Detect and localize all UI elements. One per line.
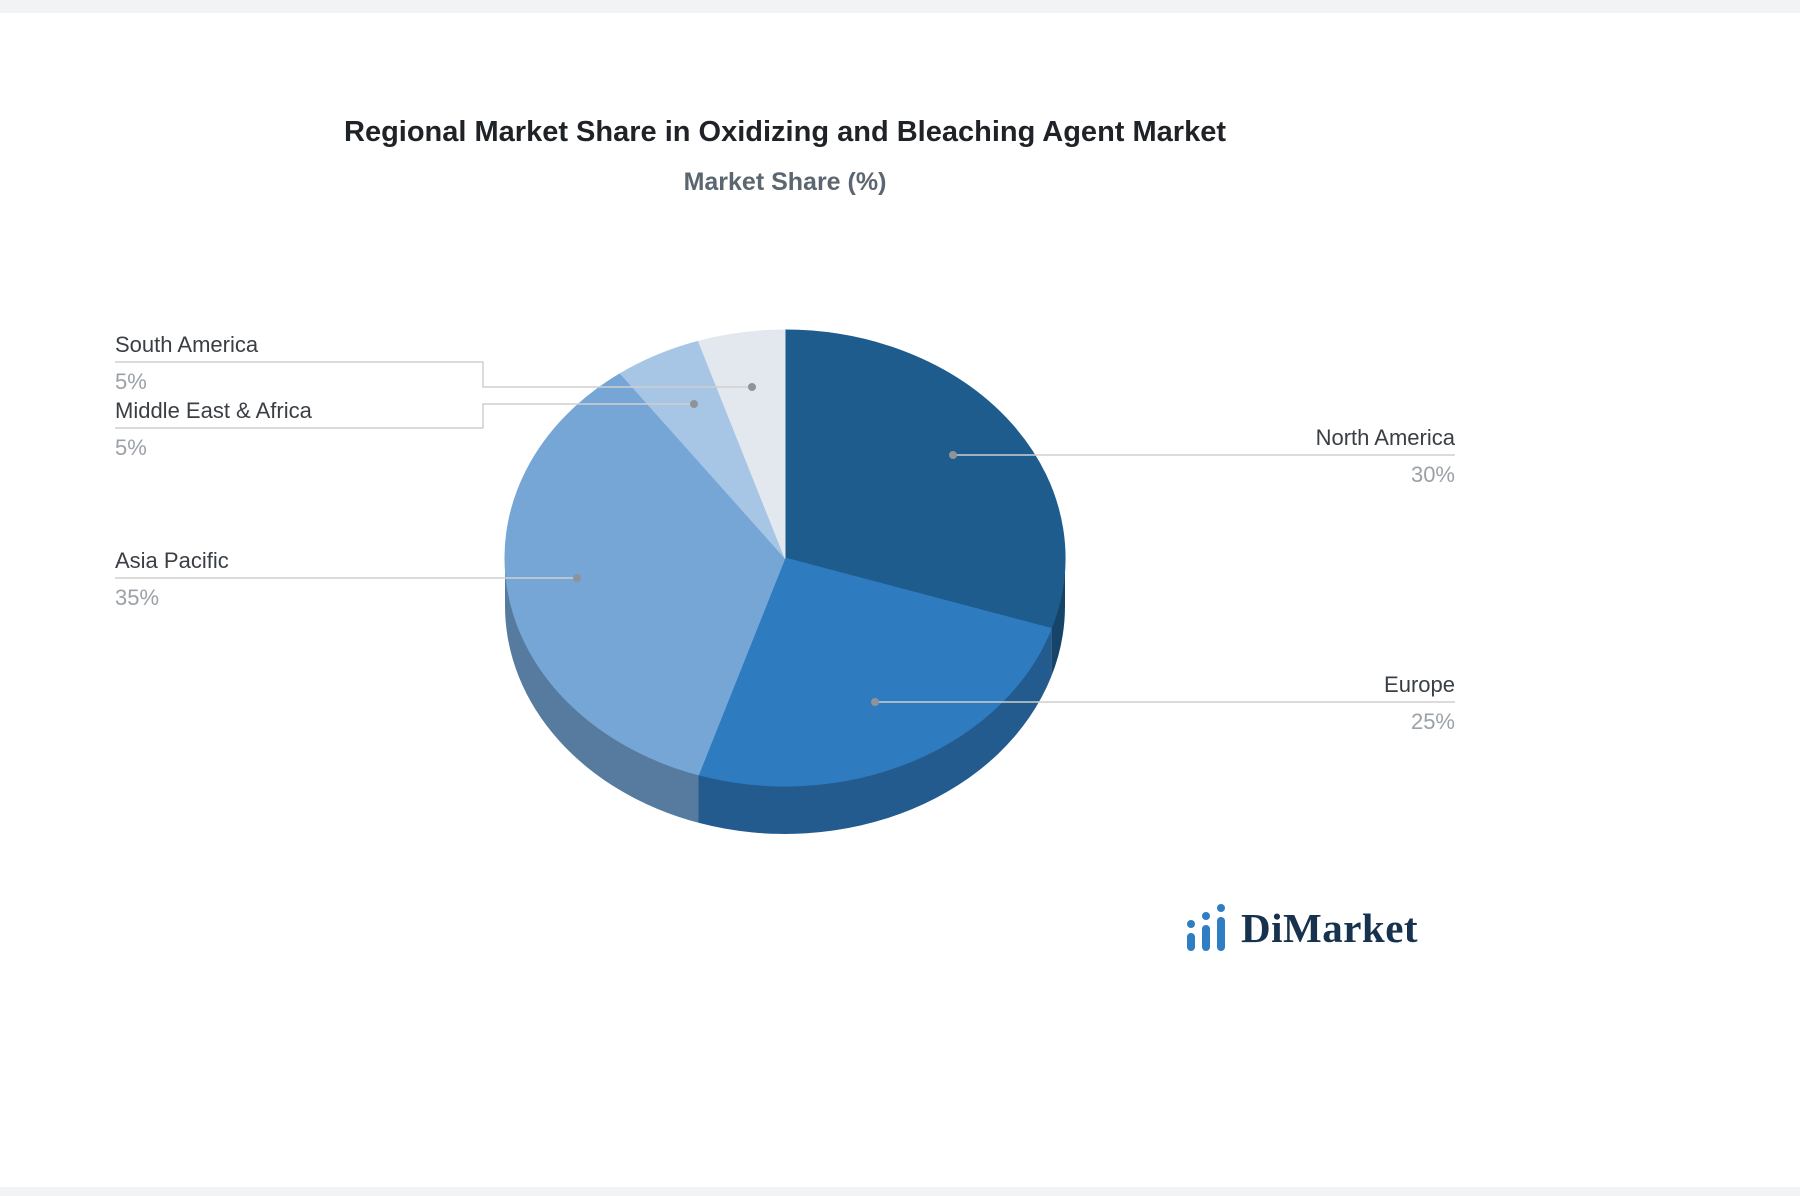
slice-label: South America [115,332,259,357]
pie-slice-north-america[interactable] [784,329,1066,629]
bottom-edge-strip [0,1187,1800,1196]
callout-dot-europe [871,698,879,706]
slice-label: Middle East & Africa [115,398,312,423]
slice-label: Europe [1384,672,1455,697]
chart-subtitle: Market Share (%) [683,168,887,196]
slice-value: 5% [115,435,147,460]
callout-south-america: South America 5% [115,330,483,396]
callout-dot-asia-pacific [573,574,581,582]
callout-dot-middle-east-africa [690,400,698,408]
bar-chart-logo-icon [1187,904,1225,951]
callout-middle-east-africa: Middle East & Africa 5% [115,396,483,462]
callout-line-middle-east-africa [115,403,694,429]
callout-dot-south-america [748,383,756,391]
pie-slice-side-north-america [1051,558,1065,677]
callout-north-america: North America 30% [1035,423,1455,489]
slice-value: 35% [115,585,160,610]
pie-slice-europe[interactable] [698,557,1052,787]
pie-slice-side-asia-pacific [505,558,699,823]
slice-value: 25% [1410,709,1455,734]
chart-title: Regional Market Share in Oxidizing and B… [344,116,1226,148]
top-edge-strip [0,0,1800,13]
callout-europe: Europe 25% [1035,670,1455,736]
slice-label: Asia Pacific [115,548,229,573]
callout-asia-pacific: Asia Pacific 35% [115,546,495,612]
slice-label: North America [1315,425,1455,450]
callout-line-south-america [115,361,752,388]
pie-slice-side-europe [698,628,1052,834]
slice-value: 5% [115,369,147,394]
callout-dot-north-america [949,451,957,459]
brand-name: DiMarket [1241,905,1419,951]
dimarket-logo: DiMarket [1183,900,1418,956]
slice-value: 30% [1410,462,1455,487]
pie-slice-asia-pacific[interactable] [504,373,786,776]
